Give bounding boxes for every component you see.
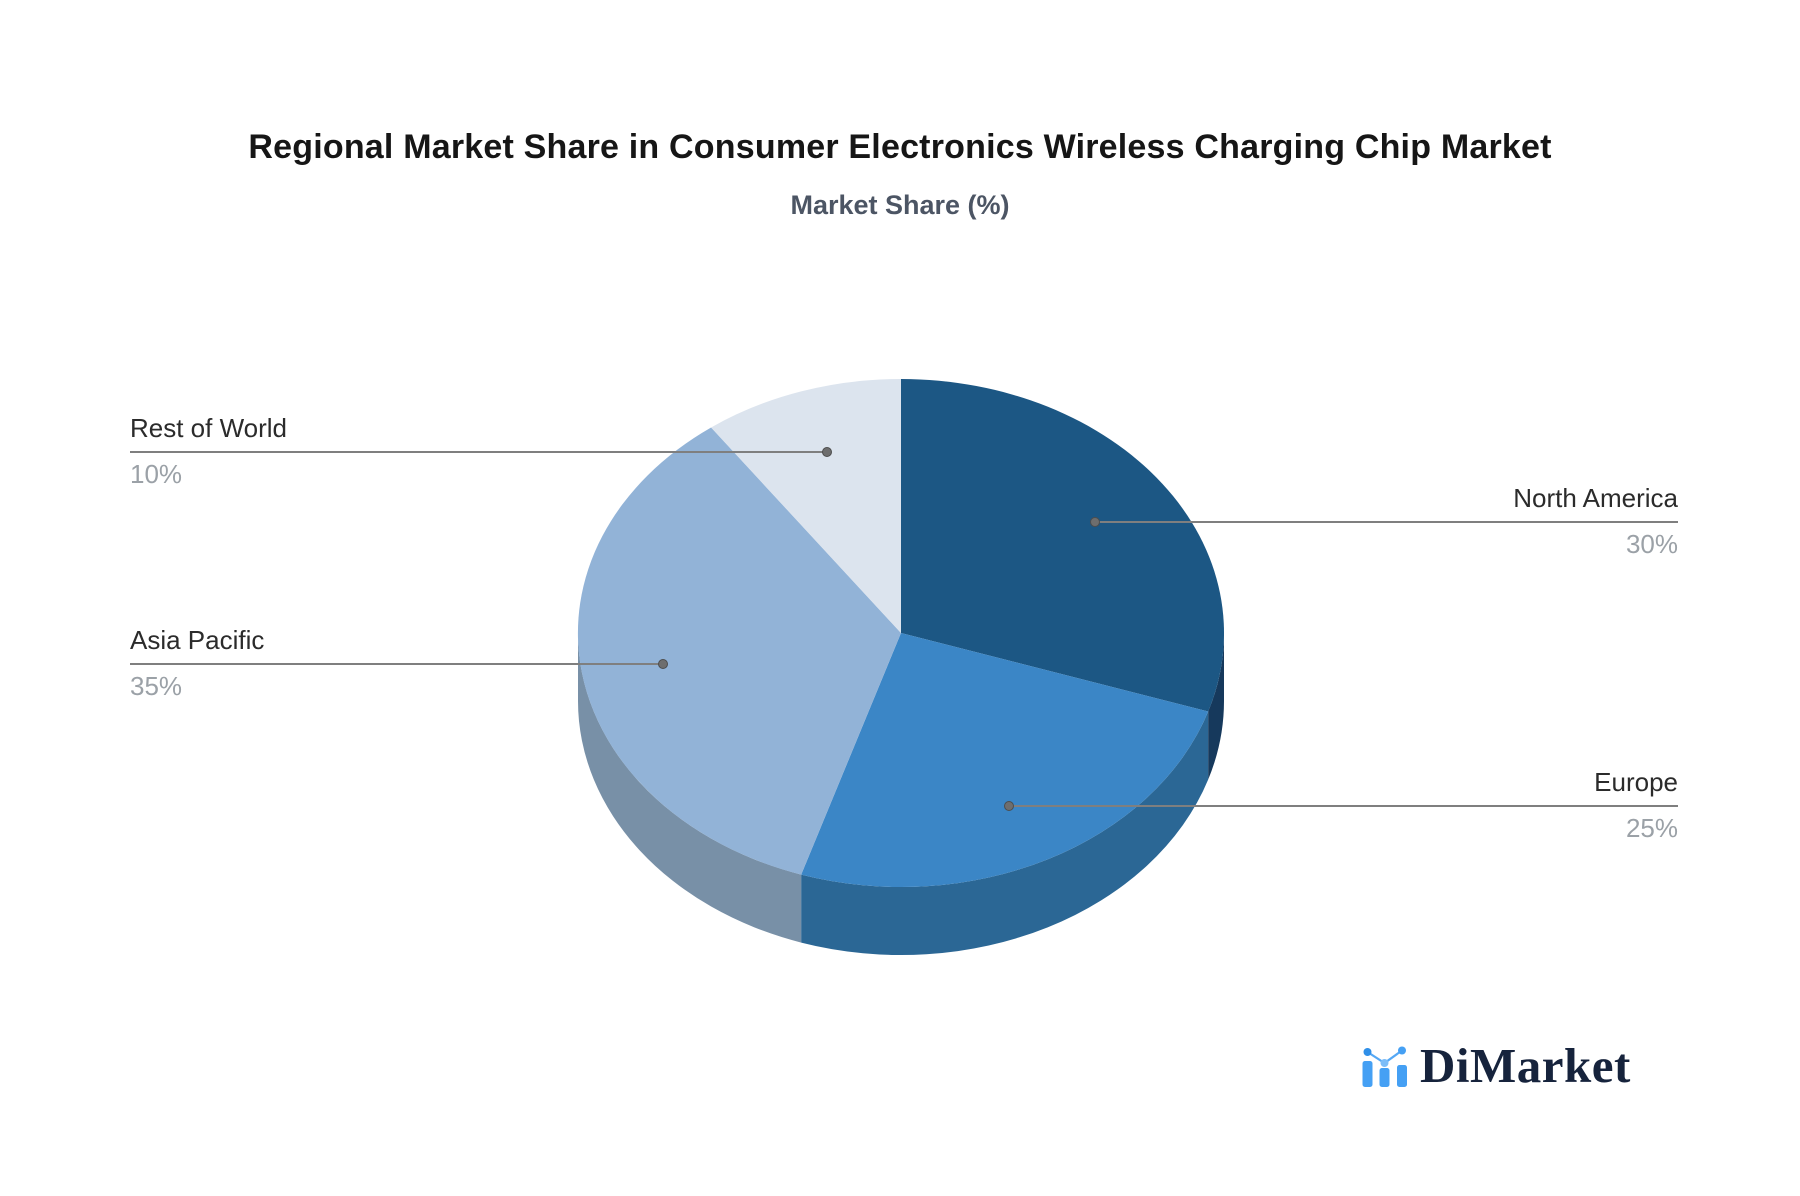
callout-label-north-america: North America [1513, 483, 1678, 513]
pie-slice-rest-of-world [711, 379, 901, 633]
callout-rest-of-world: Rest of World 10% [130, 412, 287, 489]
leader-dot-north-america [1090, 517, 1100, 527]
callout-value-asia-pacific: 35% [130, 671, 183, 701]
pie-side-europe [801, 711, 1209, 956]
logo-bar-3 [1397, 1065, 1407, 1087]
pie-slice-north-america [901, 379, 1225, 712]
logo-dot-2 [1380, 1059, 1389, 1067]
chart-title: Regional Market Share in Consumer Electr… [248, 128, 1552, 166]
callout-value-north-america: 30% [1625, 529, 1678, 559]
bar-chart-logo-icon [1362, 1046, 1407, 1087]
brand-logo: DiMarket [1362, 1038, 1631, 1093]
logo-dot-3 [1398, 1046, 1406, 1055]
chart-subtitle: Market Share (%) [790, 190, 1010, 220]
callout-value-rest-of-world: 10% [130, 459, 183, 489]
pie-top-faces [577, 379, 1225, 888]
logo-bar-1 [1362, 1061, 1373, 1087]
callout-north-america: North America 30% [1513, 482, 1678, 559]
leader-dot-asia-pacific [658, 659, 668, 669]
callout-value-europe: 25% [1625, 813, 1678, 843]
logo-bar-2 [1379, 1068, 1390, 1087]
pie-side-asia-pacific [577, 633, 802, 943]
pie-slice-asia-pacific [577, 427, 901, 875]
callout-label-europe: Europe [1594, 767, 1678, 797]
leader-lines [130, 451, 1678, 807]
callout-label-rest-of-world: Rest of World [130, 413, 288, 443]
leader-dot-rest-of-world [822, 447, 832, 457]
callout-asia-pacific: Asia Pacific 35% [130, 624, 264, 701]
logo-dot-1 [1363, 1048, 1372, 1056]
pie-side-north-america [1208, 633, 1224, 780]
callout-europe: Europe 25% [1594, 766, 1678, 843]
pie-sides [577, 633, 1224, 956]
leader-dots [658, 447, 1100, 811]
pie-slice-europe [801, 633, 1209, 888]
callout-label-asia-pacific: Asia Pacific [130, 625, 265, 655]
leader-dot-europe [1004, 801, 1014, 811]
brand-name: DiMarket [1420, 1038, 1631, 1093]
